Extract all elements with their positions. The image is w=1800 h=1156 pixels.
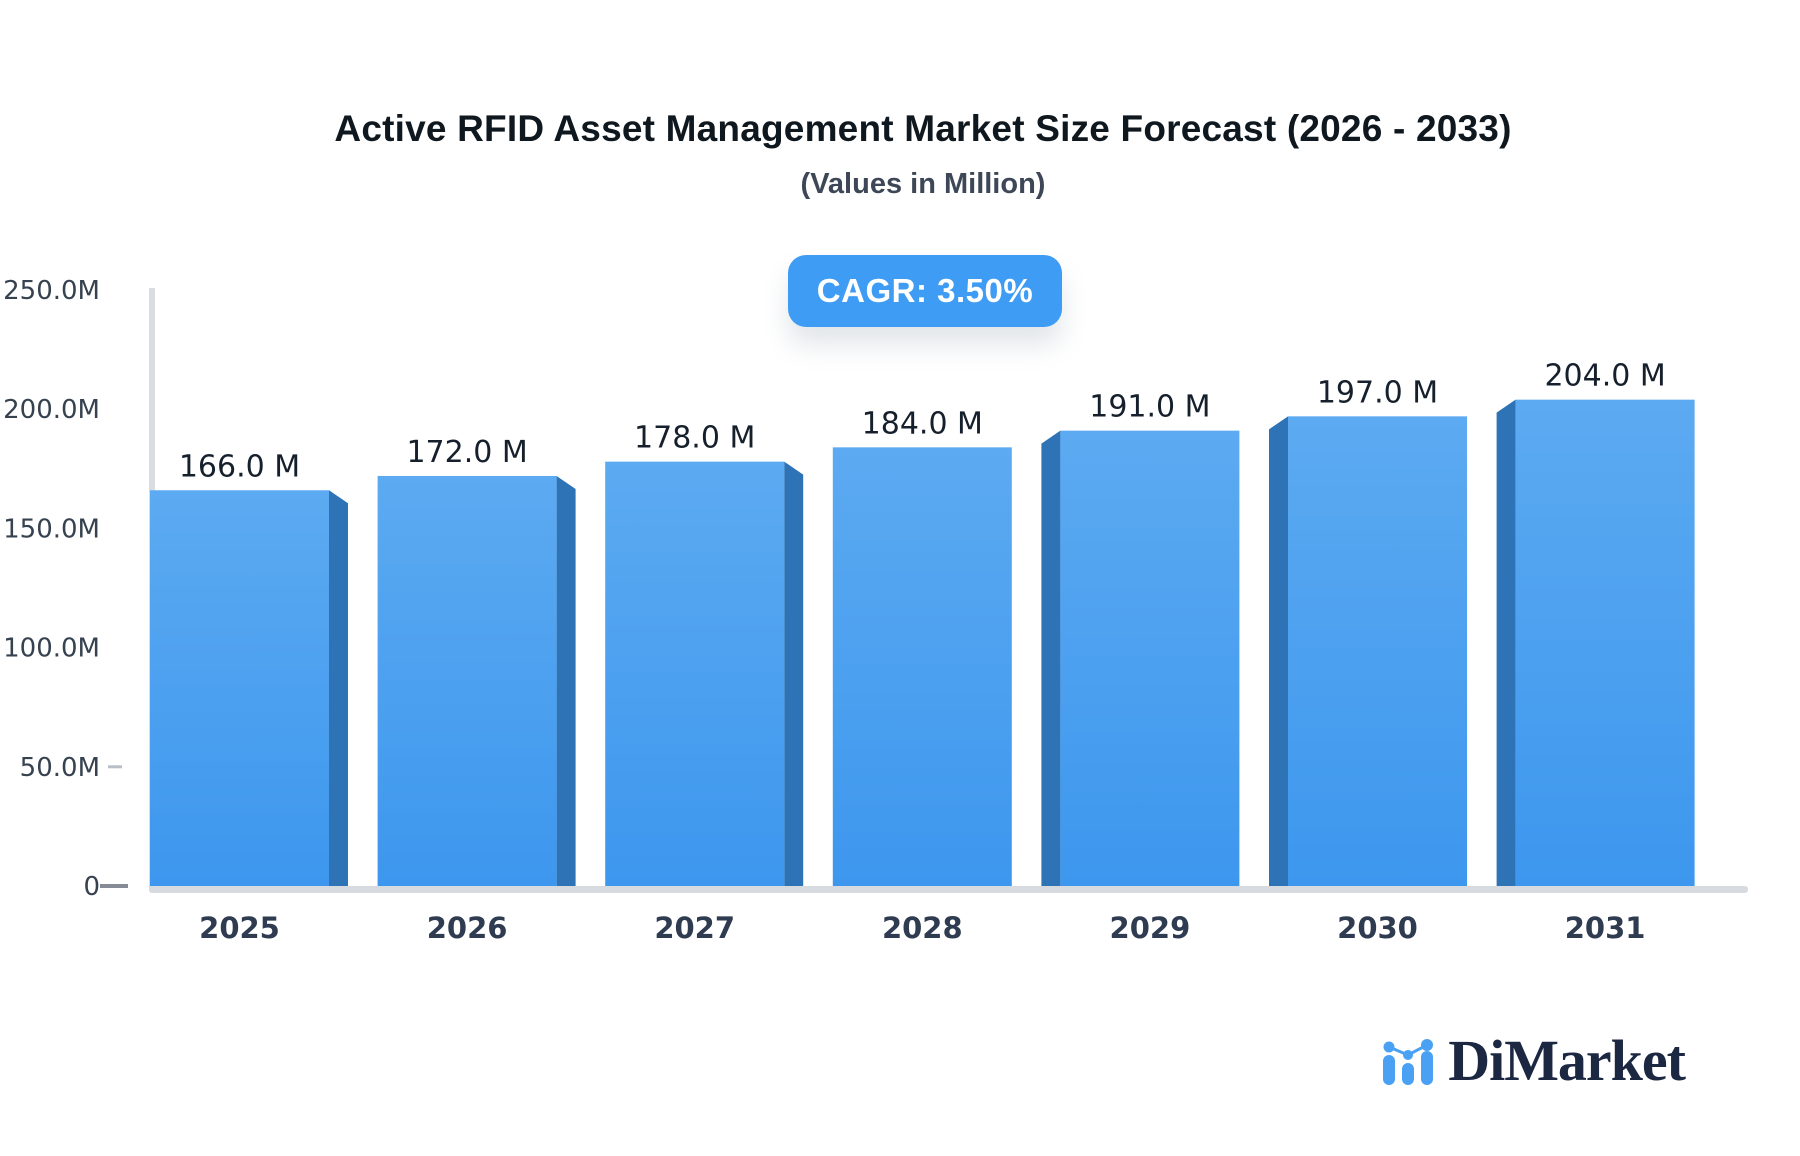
bar-group-2031: 204.0 M 2031 (1496, 359, 1695, 945)
bar-group-2030: 197.0 M 2030 (1269, 375, 1467, 945)
bar-group-2025: 166.0 M 2025 (150, 449, 348, 945)
y-axis-zero-tick (100, 884, 128, 888)
bar-value-label: 191.0 M (1089, 390, 1210, 425)
y-axis-label: 250.0M (3, 276, 100, 306)
bar-value-label: 172.0 M (406, 435, 527, 470)
bar-group-2027: 178.0 M 2027 (605, 421, 804, 945)
bar-front-face (605, 461, 785, 886)
cagr-badge-label: CAGR: 3.50% (816, 272, 1034, 309)
bar-value-label: 184.0 M (862, 406, 983, 441)
bar-front-face (1060, 430, 1240, 886)
bar-group-2029: 191.0 M 2029 (1041, 390, 1240, 945)
bar-value-label: 197.0 M (1317, 375, 1438, 410)
bar-side-face (1269, 416, 1288, 886)
x-axis-label: 2025 (199, 911, 280, 945)
x-axis-label: 2029 (1110, 911, 1191, 945)
brand-name: DiMarket (1448, 1028, 1686, 1093)
x-axis-label: 2028 (882, 911, 963, 945)
y-axis-label: 100.0M (3, 634, 100, 664)
y-axis-label: 0 (83, 872, 100, 902)
bar-front-face (1515, 399, 1695, 886)
y-axis-label: 50.0M (20, 753, 100, 783)
bar-group-2026: 172.0 M 2026 (377, 435, 576, 945)
bar-front-face (150, 490, 329, 886)
brand-logo: DiMarket (1382, 1028, 1686, 1093)
bar-value-label: 204.0 M (1544, 359, 1665, 394)
chart-title: Active RFID Asset Management Market Size… (334, 108, 1512, 149)
y-axis-label: 150.0M (3, 514, 100, 544)
bar-front-face (1288, 416, 1467, 886)
x-axis-baseline (149, 886, 1748, 893)
bar-side-face (1041, 430, 1061, 886)
chart-subtitle: (Values in Million) (800, 168, 1046, 200)
bar-front-face (377, 475, 557, 886)
bar-side-face (784, 461, 804, 886)
bar-side-face (1496, 399, 1516, 886)
mini-bar-chart-trend-icon (1383, 1039, 1434, 1085)
x-axis-label: 2030 (1337, 911, 1418, 945)
cagr-badge: CAGR: 3.50% (788, 255, 1062, 327)
x-axis-label: 2031 (1565, 911, 1646, 945)
y-axis-tick (108, 765, 122, 769)
bar-side-face (329, 490, 348, 886)
x-axis-label: 2026 (427, 911, 508, 945)
x-axis-label: 2027 (654, 911, 735, 945)
bar-group-2028: 184.0 M 2028 (832, 406, 1012, 945)
bar-value-label: 166.0 M (179, 449, 300, 484)
bar-front-face (832, 447, 1012, 886)
bar-side-face (556, 475, 576, 886)
y-axis-label: 200.0M (3, 395, 100, 425)
bar-value-label: 178.0 M (634, 421, 755, 456)
